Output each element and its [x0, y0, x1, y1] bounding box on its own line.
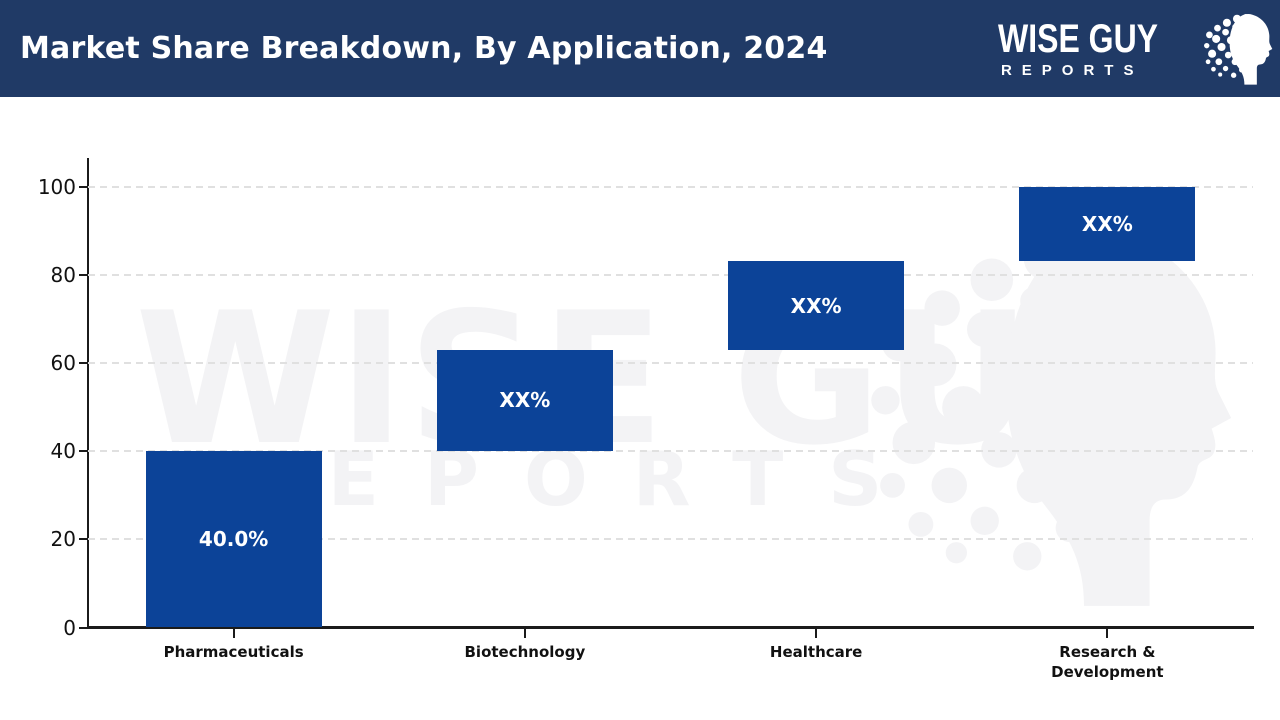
x-tick-label-pharmaceuticals: Pharmaceuticals: [163, 643, 304, 661]
logo-wordmark: WISE GUY: [997, 16, 1158, 61]
x-tick-label-healthcare: Healthcare: [769, 643, 863, 661]
header: Market Share Breakdown, By Application, …: [0, 0, 1280, 97]
y-tick-label-100: 100: [37, 174, 76, 199]
y-tick-mark-40: [79, 450, 88, 453]
market-share-chart: WISE GUY REPORTS 0 20 40 60 80 100 40.0% Pharma…: [0, 97, 1280, 720]
bar-value-label-research-development: XX%: [1081, 211, 1133, 236]
bar-healthcare: XX%: [728, 261, 905, 350]
x-tick-mark-healthcare: [815, 629, 818, 638]
y-tick-mark-0: [79, 626, 88, 629]
x-tick-mark-biotechnology: [523, 629, 526, 638]
wise-guy-head-icon: [1204, 13, 1273, 85]
x-tick-label-biotechnology: Biotechnology: [464, 643, 586, 661]
y-tick-label-20: 20: [50, 527, 76, 552]
y-tick-label-80: 80: [50, 262, 76, 287]
logo-subtitle: REPORTS: [1000, 61, 1144, 79]
y-tick-mark-100: [79, 185, 88, 188]
x-tick-mark-pharmaceuticals: [232, 629, 235, 638]
x-tick-label-research-development: Research & Development: [1051, 643, 1164, 682]
bar-value-label-healthcare: XX%: [790, 293, 842, 318]
watermark-subtitle: REPORTS: [225, 435, 928, 523]
wise-guy-logo: WISE GUY REPORTS: [998, 7, 1274, 91]
gridline-y-100: [88, 185, 1253, 188]
y-tick-mark-20: [79, 538, 88, 541]
bar-value-label-pharmaceuticals: 40.0%: [198, 527, 269, 552]
y-tick-label-60: 60: [50, 350, 76, 375]
y-tick-mark-80: [79, 273, 88, 276]
y-tick-mark-60: [79, 361, 88, 364]
logo-text: WISE GUY REPORTS: [998, 19, 1198, 79]
y-axis-line: [86, 158, 89, 629]
y-tick-label-40: 40: [50, 439, 76, 464]
gridline-y-40: [88, 450, 1253, 453]
page-title: Market Share Breakdown, By Application, …: [20, 31, 828, 66]
x-tick-mark-research-development: [1106, 629, 1109, 638]
bar-pharmaceuticals: 40.0%: [145, 451, 322, 628]
plot-area: 0 20 40 60 80 100 40.0% Pharmaceuticals XX% Biote…: [0, 97, 1280, 720]
y-tick-label-0: 0: [63, 615, 76, 640]
gridline-y-80: [88, 273, 1253, 276]
x-axis-line: [86, 626, 1254, 629]
bar-biotechnology: XX%: [436, 349, 613, 452]
gridline-y-20: [88, 538, 1253, 541]
bar-value-label-biotechnology: XX%: [499, 388, 551, 413]
bar-research-development: XX%: [1019, 186, 1196, 262]
gridline-y-60: [88, 361, 1253, 364]
